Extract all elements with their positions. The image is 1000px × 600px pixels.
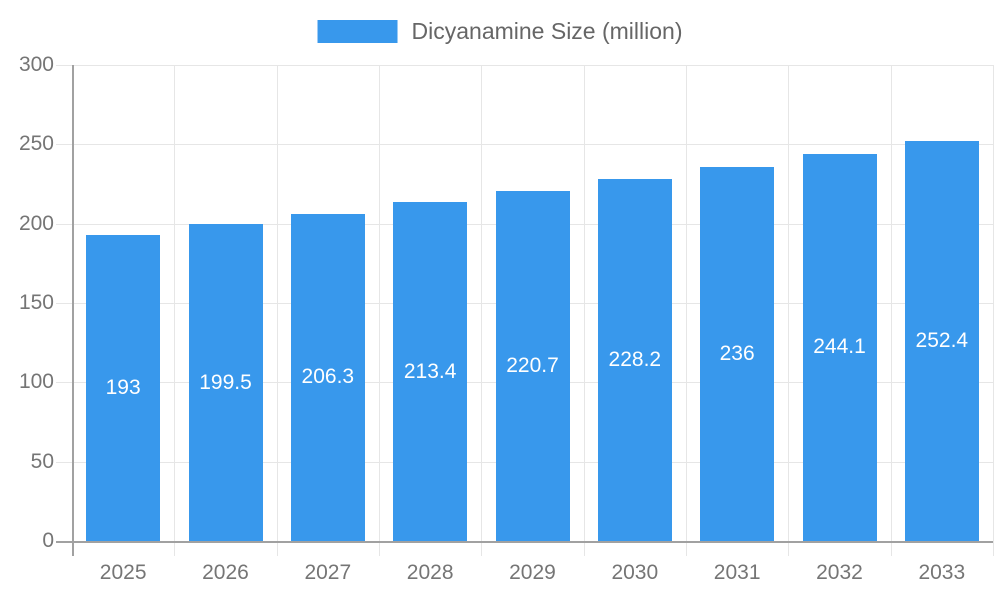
legend-label: Dicyanamine Size (million) [411, 18, 683, 44]
y-grid-line [56, 144, 993, 145]
bar[interactable] [495, 190, 570, 541]
bar-value-label: 199.5 [199, 370, 252, 394]
y-axis-line [72, 65, 74, 556]
bar[interactable] [802, 153, 877, 541]
x-grid-line [584, 65, 585, 556]
bar-value-label: 236 [719, 341, 755, 365]
x-grid-line [277, 65, 278, 556]
bar-value-label: 244.1 [813, 335, 866, 359]
bar-value-label: 252.4 [915, 328, 969, 352]
x-grid-line [379, 65, 380, 556]
bar[interactable] [904, 140, 979, 541]
x-tick-label: 2027 [304, 561, 352, 584]
x-tick-label: 2029 [509, 561, 556, 584]
y-tick-label: 300 [18, 53, 54, 76]
y-tick-label: 100 [18, 370, 54, 393]
x-grid-line [481, 65, 482, 556]
y-tick-label: 250 [18, 132, 54, 155]
bar-value-label: 228.2 [608, 347, 662, 371]
x-tick-label: 2031 [713, 561, 761, 584]
x-grid-line [686, 65, 687, 556]
x-tick-label: 2026 [202, 561, 249, 584]
bar-value-label: 193 [105, 375, 141, 399]
y-tick-label: 150 [18, 291, 54, 314]
y-tick-label: 50 [30, 450, 54, 473]
x-axis-line [56, 541, 993, 543]
bar[interactable] [597, 178, 672, 541]
bar[interactable] [290, 213, 365, 541]
bar[interactable] [86, 234, 161, 541]
bar[interactable] [393, 202, 468, 541]
x-grid-line [174, 65, 175, 556]
x-tick-label: 2028 [406, 561, 454, 584]
y-grid-line [56, 65, 993, 66]
legend-swatch-icon [317, 20, 398, 43]
bar[interactable] [188, 224, 263, 541]
bar-value-label: 206.3 [301, 365, 355, 389]
x-tick-label: 2032 [816, 561, 863, 584]
bar-value-label: 213.4 [403, 359, 457, 383]
x-grid-line [993, 65, 994, 556]
x-tick-label: 2025 [99, 561, 147, 584]
x-tick-label: 2033 [918, 561, 966, 584]
y-tick-label: 200 [18, 212, 54, 235]
x-tick-label: 2030 [611, 561, 659, 584]
bar[interactable] [700, 166, 775, 541]
legend[interactable]: Dicyanamine Size (million) [317, 18, 683, 45]
x-grid-line [891, 65, 892, 556]
bar-value-label: 220.7 [506, 353, 559, 377]
x-grid-line [788, 65, 789, 556]
y-tick-label: 0 [42, 529, 54, 552]
